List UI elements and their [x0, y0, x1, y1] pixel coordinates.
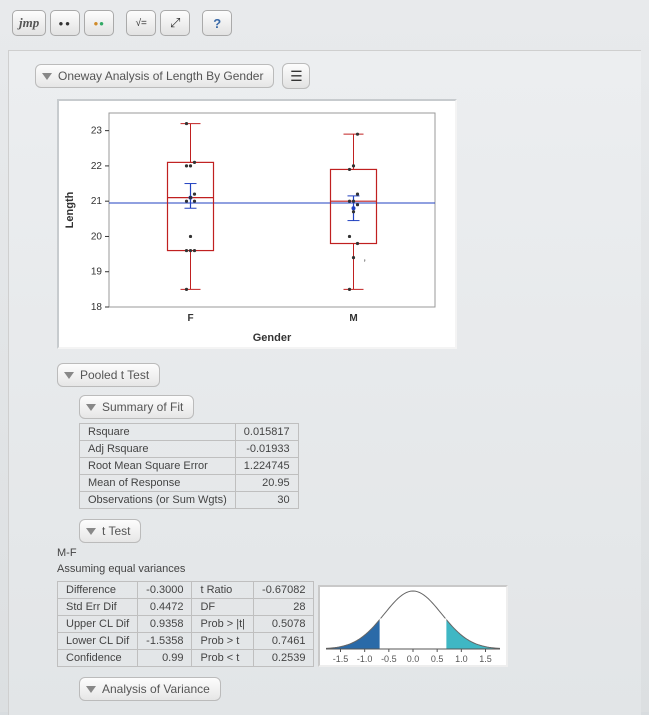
summary-row-value: 1.224745: [235, 458, 298, 475]
ttest-header[interactable]: t Test: [79, 519, 141, 543]
context-menu-button[interactable]: ☰: [282, 63, 310, 89]
svg-text:Gender: Gender: [253, 332, 292, 344]
ttest-comparison-label: M-F: [57, 547, 623, 559]
svg-text:M: M: [349, 313, 357, 324]
points-icon-2[interactable]: ••: [84, 10, 114, 36]
svg-text:20: 20: [91, 231, 103, 242]
svg-text:-1.0: -1.0: [357, 654, 373, 664]
ttest-title: t Test: [102, 524, 130, 538]
summary-row-label: Adj Rsquare: [80, 441, 236, 458]
toolbar: jmp •• •• √= ⤢ ?: [8, 6, 641, 40]
pooled-t-title: Pooled t Test: [80, 368, 149, 382]
chevron-down-icon: [86, 404, 96, 411]
svg-text:23: 23: [91, 126, 103, 137]
svg-text:1.0: 1.0: [456, 654, 469, 664]
summary-fit-title: Summary of Fit: [102, 400, 183, 414]
svg-text:-1.5: -1.5: [333, 654, 349, 664]
svg-text:Length: Length: [64, 191, 76, 228]
chevron-down-icon: [42, 73, 52, 80]
help-button[interactable]: ?: [202, 10, 232, 36]
oneway-title: Oneway Analysis of Length By Gender: [58, 69, 263, 83]
summary-row-value: -0.01933: [235, 441, 298, 458]
chevron-down-icon: [86, 686, 96, 693]
svg-text:21: 21: [91, 196, 103, 207]
ttest-table: Difference-0.3000t Ratio-0.67082Std Err …: [57, 581, 314, 667]
svg-text:22: 22: [91, 161, 103, 172]
summary-fit-table: Rsquare0.015817Adj Rsquare-0.01933Root M…: [79, 423, 299, 509]
aov-header[interactable]: Analysis of Variance: [79, 677, 221, 701]
oneway-section-header[interactable]: Oneway Analysis of Length By Gender: [35, 64, 274, 88]
jmp-logo-button[interactable]: jmp: [12, 10, 46, 36]
summary-row-label: Root Mean Square Error: [80, 458, 236, 475]
summary-row-value: 30: [235, 492, 298, 509]
summary-row-value: 20.95: [235, 475, 298, 492]
svg-text:0.0: 0.0: [407, 654, 420, 664]
chevron-down-icon: [64, 372, 74, 379]
svg-text:0.5: 0.5: [431, 654, 444, 664]
svg-text:,: ,: [364, 253, 367, 263]
pooled-t-header[interactable]: Pooled t Test: [57, 363, 160, 387]
svg-text:-0.5: -0.5: [382, 654, 398, 664]
summary-row-value: 0.015817: [235, 424, 298, 441]
boxplot-chart[interactable]: 18 19 20 21 22 23 F M Gender Length,: [57, 99, 457, 349]
svg-text:18: 18: [91, 302, 103, 313]
summary-fit-header[interactable]: Summary of Fit: [79, 395, 194, 419]
expand-button[interactable]: ⤢: [160, 10, 190, 36]
chevron-down-icon: [86, 528, 96, 535]
svg-text:F: F: [187, 313, 193, 324]
stats-button[interactable]: √=: [126, 10, 156, 36]
report-content: Oneway Analysis of Length By Gender ☰ 18…: [8, 50, 641, 715]
summary-row-label: Rsquare: [80, 424, 236, 441]
points-icon-1[interactable]: ••: [50, 10, 80, 36]
summary-row-label: Observations (or Sum Wgts): [80, 492, 236, 509]
svg-text:19: 19: [91, 267, 103, 278]
aov-title: Analysis of Variance: [102, 682, 210, 696]
summary-row-label: Mean of Response: [80, 475, 236, 492]
ttest-assume-label: Assuming equal variances: [57, 563, 623, 575]
t-distribution-plot: -1.5 -1.0 -0.5 0.0 0.5 1.0 1.5: [318, 585, 508, 667]
svg-text:1.5: 1.5: [480, 654, 493, 664]
